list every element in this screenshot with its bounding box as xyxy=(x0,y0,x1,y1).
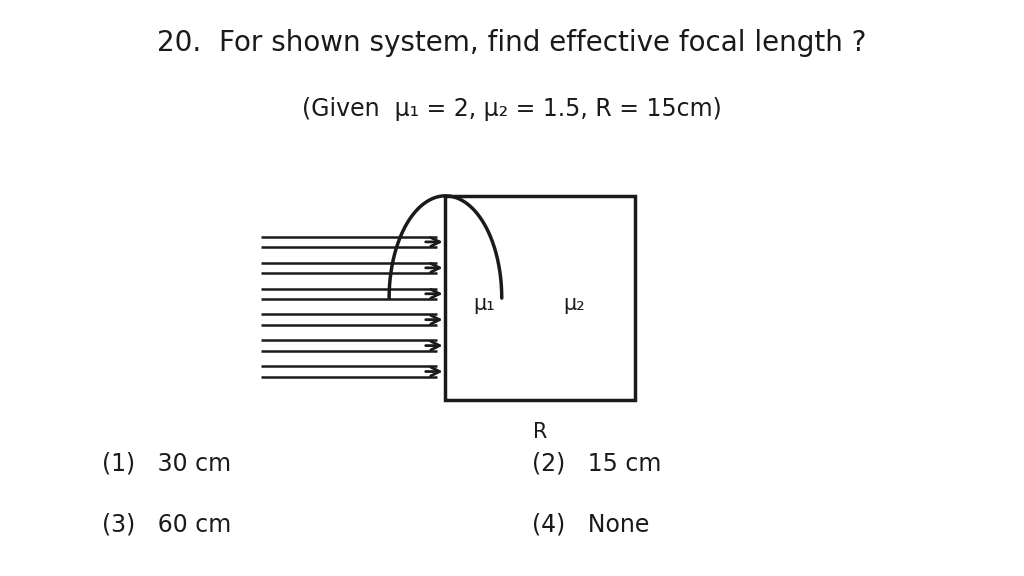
Text: μ₁: μ₁ xyxy=(473,294,496,314)
Text: (Given  μ₁ = 2, μ₂ = 1.5, R = 15cm): (Given μ₁ = 2, μ₂ = 1.5, R = 15cm) xyxy=(302,97,722,122)
Text: 20.  For shown system, find effective focal length ?: 20. For shown system, find effective foc… xyxy=(158,29,866,57)
Text: μ₂: μ₂ xyxy=(563,294,585,314)
Text: (3)   60 cm: (3) 60 cm xyxy=(102,512,231,536)
Text: (1)   30 cm: (1) 30 cm xyxy=(102,452,231,476)
Bar xyxy=(445,196,635,400)
Text: (2)   15 cm: (2) 15 cm xyxy=(532,452,662,476)
Text: R: R xyxy=(532,422,548,442)
Text: (4)   None: (4) None xyxy=(532,512,650,536)
